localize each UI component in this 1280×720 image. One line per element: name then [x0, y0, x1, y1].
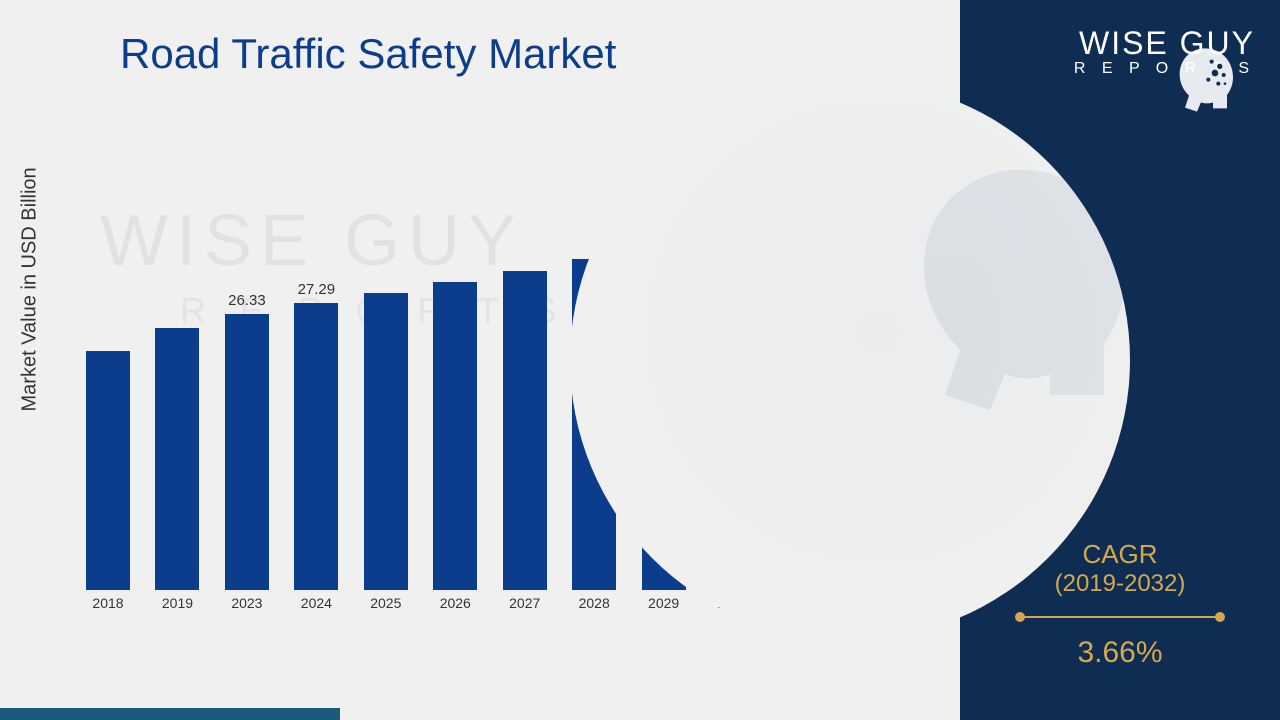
bar: [155, 328, 199, 591]
x-axis-tick-label: 2023: [219, 595, 275, 611]
cagr-block: CAGR (2019-2032) 3.66%: [990, 539, 1250, 670]
bar: [86, 351, 130, 590]
bar-group: [497, 249, 553, 590]
x-axis-tick-label: 2018: [80, 595, 136, 611]
x-axis-tick-label: 2024: [288, 595, 344, 611]
x-axis-tick-label: 2019: [149, 595, 205, 611]
bar-group: [427, 260, 483, 590]
brand-logo: WISE GUY R E P O R T S: [1074, 25, 1255, 78]
x-axis-tick-label: 2027: [497, 595, 553, 611]
bar: [294, 303, 338, 590]
cagr-value: 3.66%: [990, 636, 1250, 670]
x-axis-tick-label: 2025: [358, 595, 414, 611]
bar: [433, 282, 477, 590]
cagr-divider: [1020, 616, 1220, 618]
cagr-title: CAGR: [990, 539, 1250, 570]
head-watermark-icon: [870, 140, 1130, 440]
x-axis-tick-label: 2028: [566, 595, 622, 611]
bar-value-label: 27.29: [298, 281, 336, 299]
bar: [503, 271, 547, 590]
head-logo-icon: [1170, 45, 1240, 125]
bar: [364, 293, 408, 590]
bar: [225, 314, 269, 590]
cagr-years: (2019-2032): [990, 570, 1250, 598]
bar-value-label: 26.33: [228, 292, 266, 310]
x-axis-tick-label: 2029: [636, 595, 692, 611]
bar-group: [80, 329, 136, 590]
bottom-accent-bar: [0, 708, 340, 720]
bar-group: [149, 306, 205, 591]
x-axis-tick-label: 2026: [427, 595, 483, 611]
chart-title: Road Traffic Safety Market: [120, 30, 616, 78]
y-axis-label: Market Value in USD Billion: [19, 167, 42, 411]
bar-group: 27.29: [288, 281, 344, 590]
bar-group: [358, 271, 414, 590]
bar-group: 26.33: [219, 292, 275, 590]
